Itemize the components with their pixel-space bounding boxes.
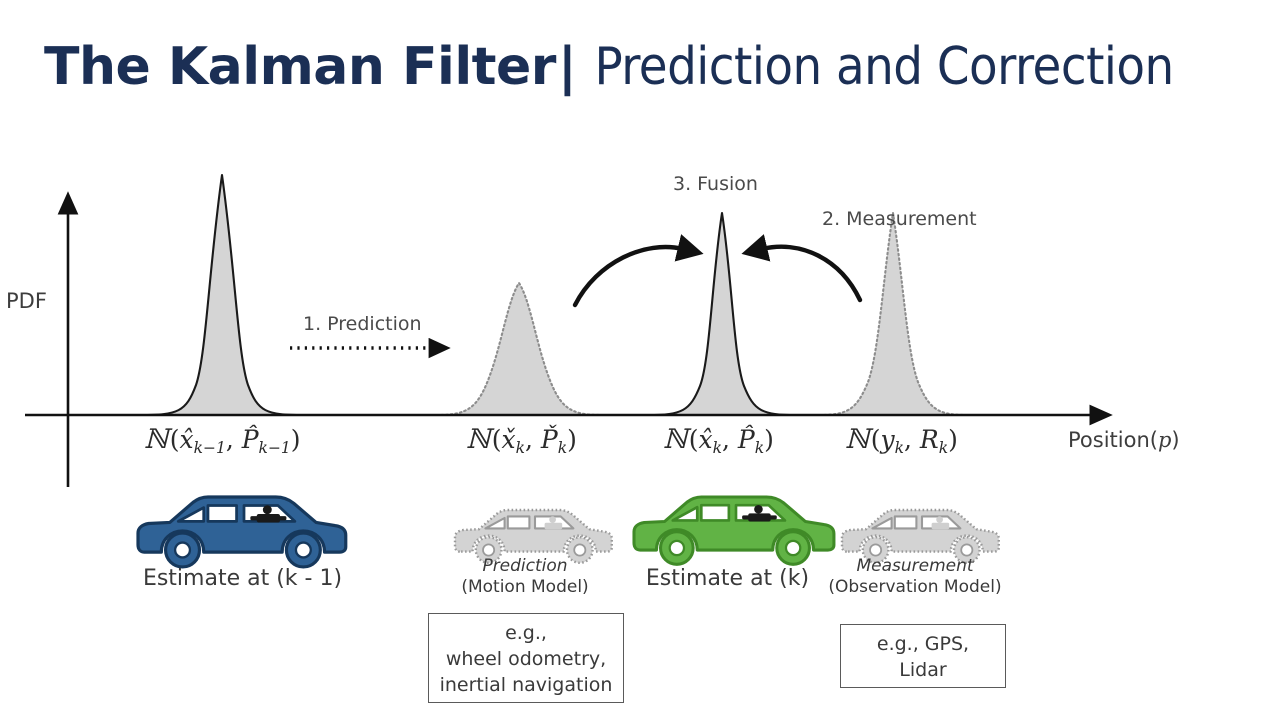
comma: , xyxy=(524,425,541,454)
example-line: e.g., GPS, xyxy=(876,633,970,655)
distribution-label-fused: ℕ(x̂k, P̂k) xyxy=(663,424,774,457)
script-n-icon: ℕ xyxy=(845,424,870,455)
mean-subscript: k xyxy=(515,438,525,457)
cov-symbol: P̂ xyxy=(241,425,259,454)
cov-subscript: k xyxy=(938,438,949,457)
distribution-label-prior: ℕ(x̂k−1, P̂k−1) xyxy=(144,424,301,457)
cov-subscript: k−1 xyxy=(258,438,291,457)
paren-close: ) xyxy=(290,425,301,454)
paren-close: ) xyxy=(948,425,958,454)
curve-fused xyxy=(646,211,798,417)
x-axis-label-close: ) xyxy=(1171,428,1180,452)
script-n-icon: ℕ xyxy=(144,424,169,455)
caption-sub-text: (Motion Model) xyxy=(461,577,589,597)
x-axis-label-text: Position( xyxy=(1068,428,1158,452)
x-axis-label: Position(p) xyxy=(1068,428,1180,452)
car-prediction-ghost xyxy=(453,508,614,565)
example-box-observation-model: e.g., GPS, Lidar xyxy=(840,624,1006,688)
step-prediction-label: 1. Prediction xyxy=(303,313,422,335)
mean-symbol: y xyxy=(880,425,895,454)
example-line: e.g., xyxy=(505,622,547,644)
title-separator: | xyxy=(557,37,577,97)
caption-prediction: Prediction (Motion Model) xyxy=(430,556,620,598)
caption-italic-inner: Measurement xyxy=(856,556,974,576)
example-box-motion-model: e.g., wheel odometry, inertial navigatio… xyxy=(428,613,624,703)
caption-estimate-k: Estimate at (k) xyxy=(630,566,825,592)
paren-open: ( xyxy=(169,425,180,454)
example-line: inertial navigation xyxy=(439,674,613,696)
cov-subscript: k xyxy=(754,438,765,457)
step-fusion-label: 3. Fusion xyxy=(673,173,758,195)
car-estimate-k xyxy=(632,495,836,566)
curve-prior xyxy=(138,173,306,417)
mean-subscript: k xyxy=(894,438,904,457)
curve-predicted xyxy=(435,281,603,417)
mean-subscript: k xyxy=(712,438,722,457)
distribution-label-predicted: ℕ(x̌k, P̌k) xyxy=(466,424,577,457)
fusion-arrow xyxy=(572,234,704,308)
comma: , xyxy=(903,425,920,454)
comma: , xyxy=(225,425,242,454)
curve-measurement xyxy=(818,211,968,417)
mean-symbol: x̌ xyxy=(501,425,516,454)
mean-symbol: x̂ xyxy=(698,425,713,454)
caption-measurement: Measurement (Observation Model) xyxy=(815,556,1015,598)
cov-symbol: P̂ xyxy=(737,425,755,454)
script-n-icon: ℕ xyxy=(466,424,491,455)
caption-text: Estimate at (k) xyxy=(645,566,810,591)
page-title: The Kalman Filter| Prediction and Correc… xyxy=(44,36,1174,98)
caption-italic-inner: Prediction xyxy=(482,556,568,576)
paren-open: ( xyxy=(491,425,502,454)
paren-close: ) xyxy=(567,425,577,454)
caption-sub-text: (Observation Model) xyxy=(828,577,1002,597)
script-n-icon: ℕ xyxy=(663,424,688,455)
cov-symbol: R xyxy=(919,425,939,454)
x-axis-label-var: p xyxy=(1157,428,1172,452)
paren-open: ( xyxy=(688,425,699,454)
measurement-arrow xyxy=(741,234,863,303)
caption-italic-text: Prediction xyxy=(430,556,620,577)
cov-symbol: P̌ xyxy=(540,425,558,454)
caption-estimate-k-minus-1: Estimate at (k - 1) xyxy=(135,566,350,592)
paren-open: ( xyxy=(870,425,881,454)
title-light-part: Prediction and Correction xyxy=(594,37,1174,97)
example-line: wheel odometry, xyxy=(445,648,607,670)
caption-italic-text: Measurement xyxy=(815,556,1015,577)
car-estimate-k-minus-1 xyxy=(136,495,348,569)
distribution-label-measurement: ℕ(yk, Rk) xyxy=(845,424,958,457)
title-bold-part: The Kalman Filter xyxy=(44,37,556,97)
comma: , xyxy=(721,425,738,454)
example-line: Lidar xyxy=(899,659,947,681)
y-axis-label: PDF xyxy=(6,289,47,313)
step-measurement-label: 2. Measurement xyxy=(822,208,977,230)
car-measurement-ghost xyxy=(840,508,1001,565)
axis-group xyxy=(25,191,1113,487)
cov-subscript: k xyxy=(557,438,568,457)
mean-symbol: x̂ xyxy=(179,425,194,454)
mean-subscript: k−1 xyxy=(193,438,226,457)
caption-text: Estimate at (k - 1) xyxy=(142,566,343,591)
paren-close: ) xyxy=(764,425,774,454)
